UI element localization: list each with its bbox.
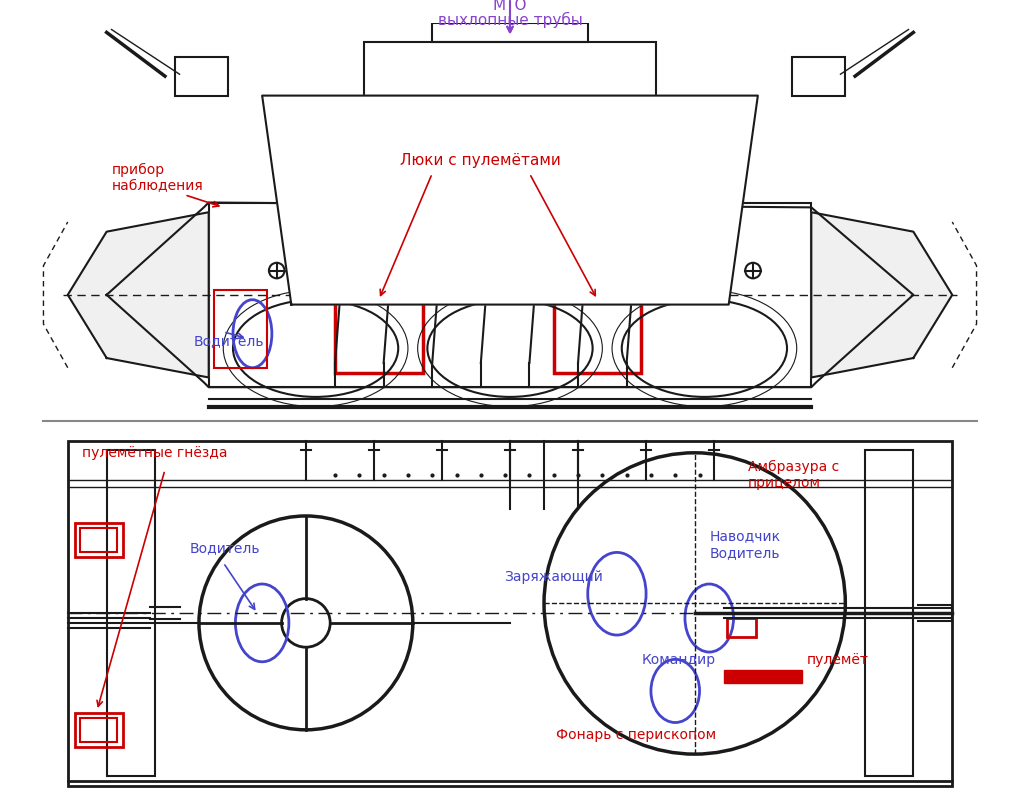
Bar bbox=[213, 290, 267, 368]
FancyArrow shape bbox=[723, 670, 801, 683]
Bar bbox=[553, 295, 641, 373]
Bar bbox=[174, 57, 228, 96]
Bar bbox=[107, 450, 155, 776]
Text: Наводчик
Водитель: Наводчик Водитель bbox=[708, 530, 780, 560]
Text: прибор
наблюдения: прибор наблюдения bbox=[111, 163, 203, 193]
Text: Водитель: Водитель bbox=[190, 541, 260, 555]
Bar bbox=[81, 718, 117, 742]
Polygon shape bbox=[67, 212, 209, 377]
Polygon shape bbox=[107, 202, 912, 387]
Bar bbox=[209, 202, 810, 387]
Polygon shape bbox=[810, 212, 952, 377]
Bar bbox=[364, 42, 655, 96]
Text: Фонарь с перископом: Фонарь с перископом bbox=[555, 728, 715, 742]
Bar bbox=[334, 295, 422, 373]
Text: Водитель: Водитель bbox=[194, 334, 264, 347]
Polygon shape bbox=[262, 96, 757, 305]
Text: Заряжающий: Заряжающий bbox=[503, 570, 602, 584]
Bar bbox=[864, 450, 912, 776]
Bar bbox=[727, 618, 755, 637]
Text: Командир: Командир bbox=[641, 653, 714, 667]
Text: пулемётные гнёзда: пулемётные гнёзда bbox=[83, 446, 227, 459]
Bar bbox=[67, 441, 952, 786]
Bar bbox=[81, 528, 117, 552]
Text: Амбразура с
прицелом: Амбразура с прицелом bbox=[747, 460, 839, 490]
Bar bbox=[791, 57, 845, 96]
Text: пулемёт: пулемёт bbox=[806, 653, 867, 667]
Text: МТО: МТО bbox=[492, 0, 527, 13]
Text: выхлопные трубы: выхлопные трубы bbox=[437, 11, 582, 28]
Text: Люки с пулемётами: Люки с пулемётами bbox=[400, 153, 560, 168]
Bar bbox=[74, 523, 123, 557]
Bar bbox=[74, 713, 123, 747]
Bar bbox=[432, 23, 587, 42]
